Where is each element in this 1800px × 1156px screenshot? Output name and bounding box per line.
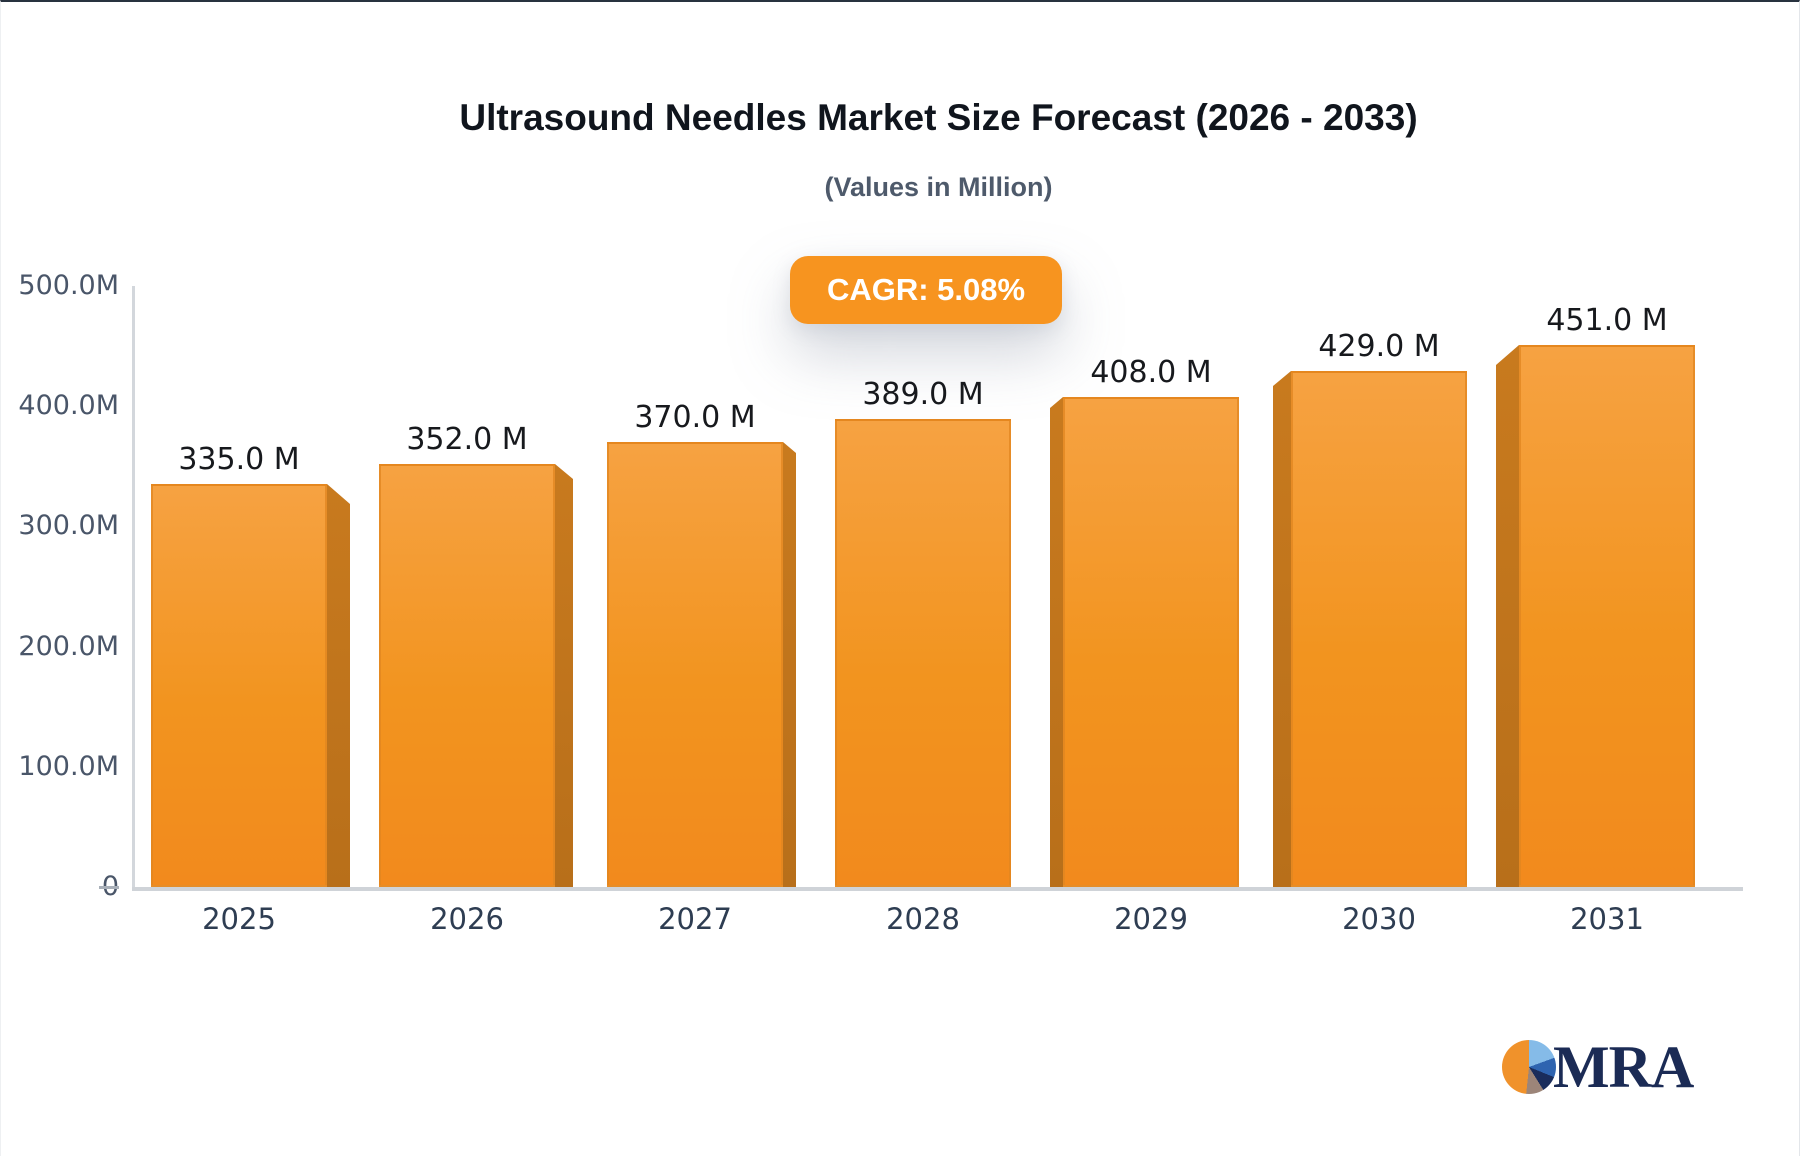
bar-value-label-2028: 389.0 M xyxy=(862,377,984,412)
y-axis-tick-label: 500.0M xyxy=(18,270,119,301)
bar-value-label-2025: 335.0 M xyxy=(178,442,300,477)
brand-logo: MRA xyxy=(1502,1034,1694,1100)
bar-2030[interactable] xyxy=(1291,371,1467,887)
bar-2025[interactable] xyxy=(151,484,327,887)
bar-2027[interactable] xyxy=(607,442,783,887)
x-axis-label-2026: 2026 xyxy=(430,902,504,936)
x-axis-label-2031: 2031 xyxy=(1570,902,1644,936)
bar-side-face-2027 xyxy=(783,442,796,887)
bar-value-label-2031: 451.0 M xyxy=(1546,303,1668,338)
x-axis-label-2025: 2025 xyxy=(202,902,276,936)
pie-chart-logo-icon xyxy=(1502,1040,1556,1094)
bar-value-label-2027: 370.0 M xyxy=(634,400,756,435)
y-axis-tick-label: 100.0M xyxy=(18,750,119,782)
bar-side-face-2026 xyxy=(555,464,573,887)
y-axis-tick-label: 300.0M xyxy=(18,510,119,542)
bar-value-label-2030: 429.0 M xyxy=(1318,329,1440,364)
bar-2026[interactable] xyxy=(379,464,555,887)
bar-2029[interactable] xyxy=(1063,397,1239,887)
y-axis-line xyxy=(132,286,135,887)
bar-side-face-2031 xyxy=(1496,345,1519,887)
y-axis-tick-label: 200.0M xyxy=(18,630,119,662)
x-axis-label-2028: 2028 xyxy=(886,902,960,936)
bar-2031[interactable] xyxy=(1519,345,1695,887)
bar-side-face-2029 xyxy=(1050,397,1063,887)
chart-title: Ultrasound Needles Market Size Forecast … xyxy=(459,97,1418,138)
y-axis-tick-label: 400.0M xyxy=(18,390,119,422)
bar-value-label-2026: 352.0 M xyxy=(406,422,528,457)
bar-value-label-2029: 408.0 M xyxy=(1090,355,1212,390)
bar-2028[interactable] xyxy=(835,419,1011,887)
chart-subtitle: (Values in Million) xyxy=(824,172,1053,202)
x-axis-label-2027: 2027 xyxy=(658,902,732,936)
bar-side-face-2025 xyxy=(327,484,350,887)
brand-logo-text: MRA xyxy=(1553,1034,1694,1100)
x-axis-label-2029: 2029 xyxy=(1114,902,1188,936)
x-axis-label-2030: 2030 xyxy=(1342,902,1416,936)
zero-tick-mark xyxy=(99,886,119,889)
cagr-badge: CAGR: 5.08% xyxy=(790,256,1062,324)
bar-side-face-2030 xyxy=(1273,371,1291,887)
x-axis-baseline xyxy=(132,887,1743,891)
